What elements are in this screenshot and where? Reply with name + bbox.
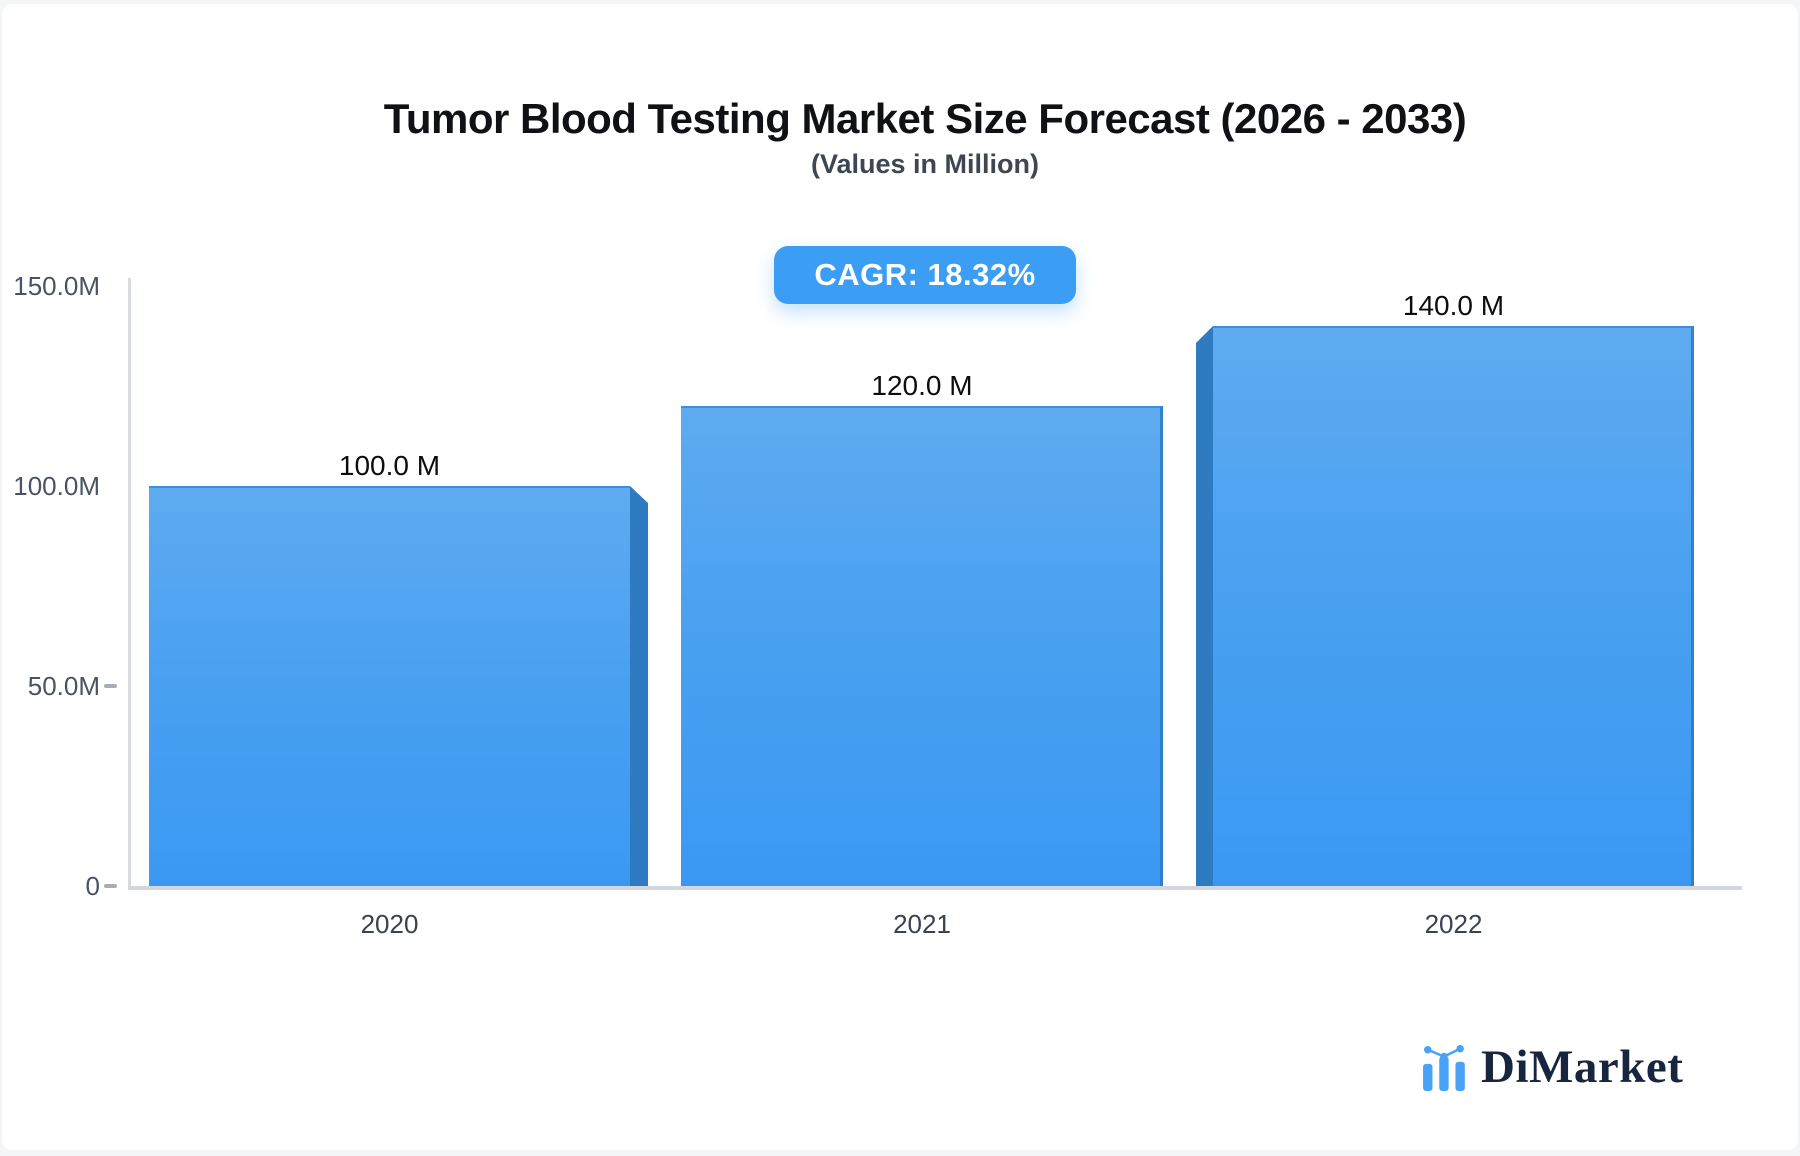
bar[interactable] — [681, 406, 1163, 886]
brand-logo: DiMarket — [1422, 1042, 1683, 1092]
cagr-badge: CAGR: 18.32% — [774, 246, 1076, 304]
chart-subtitle: (Values in Million) — [810, 149, 1040, 179]
x-axis-line — [128, 886, 1742, 890]
y-tick-mark — [104, 884, 117, 888]
y-tick-label: 100.0M — [13, 471, 100, 501]
bar[interactable] — [149, 486, 630, 886]
x-category-label: 2020 — [360, 909, 419, 939]
y-tick-label: 150.0M — [13, 271, 100, 301]
y-tick-label: 0 — [85, 871, 100, 901]
y-axis-line — [128, 278, 131, 888]
dimarket-logo-icon — [1423, 1044, 1465, 1091]
chart-header: Tumor Blood Testing Market Size Forecast… — [131, 94, 1719, 304]
bar[interactable] — [1213, 326, 1694, 886]
bar-value-label: 100.0 M — [338, 450, 441, 481]
bar-side-shadow — [630, 486, 648, 886]
bar-side-shadow — [1196, 326, 1213, 886]
chart-title: Tumor Blood Testing Market Size Forecast… — [383, 95, 1467, 142]
bar-value-label: 120.0 M — [871, 370, 973, 401]
x-category-label: 2021 — [893, 909, 951, 939]
y-tick-mark — [104, 684, 117, 688]
y-tick-label: 50.0M — [27, 671, 100, 701]
brand-logo-text: DiMarket — [1481, 1041, 1684, 1093]
bar-value-label: 140.0 M — [1402, 290, 1505, 321]
x-category-label: 2022 — [1424, 909, 1483, 939]
